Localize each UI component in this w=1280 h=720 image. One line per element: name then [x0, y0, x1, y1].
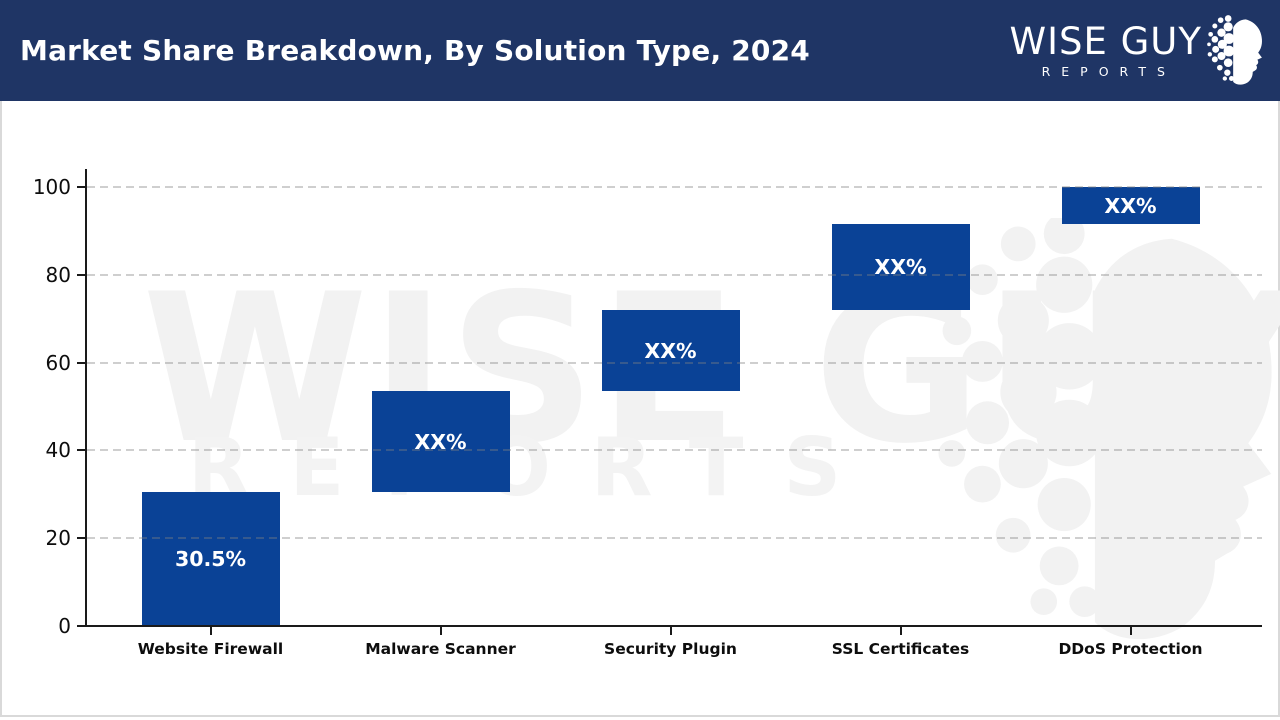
x-tick-label: Website Firewall: [137, 640, 284, 658]
y-tick-label: 80: [45, 262, 71, 287]
gridline: [87, 537, 1262, 540]
x-axis-line: [85, 625, 1262, 627]
y-tick-label: 20: [45, 526, 71, 551]
bar-value-label: XX%: [644, 338, 697, 363]
bar-ddos-protection: XX%: [1061, 187, 1200, 225]
y-tick-label: 40: [45, 438, 71, 463]
x-tick-mark: [1129, 627, 1132, 635]
wiseguy-logo: WISE GUY REPORTS: [1010, 12, 1264, 90]
x-tick-label: Malware Scanner: [365, 640, 516, 658]
gridline: [87, 186, 1262, 188]
gridline: [87, 449, 1262, 452]
logo-head-icon: [1207, 14, 1262, 85]
y-tick-mark: [77, 537, 85, 540]
y-tick-mark: [77, 361, 85, 364]
bar-value-label: 30.5%: [174, 547, 247, 572]
x-tick-label: DDoS Protection: [1058, 640, 1203, 658]
bar-security-plugin: XX%: [601, 309, 740, 392]
header-bar: Market Share Breakdown, By Solution Type…: [0, 0, 1280, 101]
watermark-subtitle: REPORTS: [188, 421, 882, 514]
y-tick-mark: [77, 186, 85, 188]
y-tick-mark: [77, 273, 85, 276]
gridline: [87, 361, 1262, 364]
bar-ssl-certificates: XX%: [831, 224, 970, 310]
page-title: Market Share Breakdown, By Solution Type…: [20, 34, 810, 67]
bar-website-firewall: 30.5%: [141, 492, 280, 626]
y-tick-mark: [77, 625, 85, 627]
logo-wordmark: WISE GUY: [1009, 19, 1202, 63]
x-tick-mark: [439, 627, 442, 635]
bar-value-label: XX%: [1104, 193, 1157, 218]
y-tick-label: 0: [58, 614, 71, 638]
x-tick-label: SSL Certificates: [831, 640, 970, 658]
x-tick-mark: [669, 627, 672, 635]
y-axis-line: [85, 169, 87, 627]
gridline: [87, 273, 1262, 276]
x-tick-mark: [899, 627, 902, 635]
x-tick-label: Security Plugin: [604, 640, 737, 658]
bar-value-label: XX%: [874, 255, 927, 280]
y-tick-label: 100: [32, 175, 71, 199]
y-tick-label: 60: [45, 350, 71, 375]
logo-subtitle: REPORTS: [1041, 63, 1176, 79]
bar-value-label: XX%: [414, 429, 467, 454]
y-tick-mark: [77, 449, 85, 452]
x-tick-mark: [209, 627, 212, 635]
bar-malware-scanner: XX%: [371, 391, 510, 493]
logo-text: WISE GUY REPORTS: [1010, 23, 1202, 79]
